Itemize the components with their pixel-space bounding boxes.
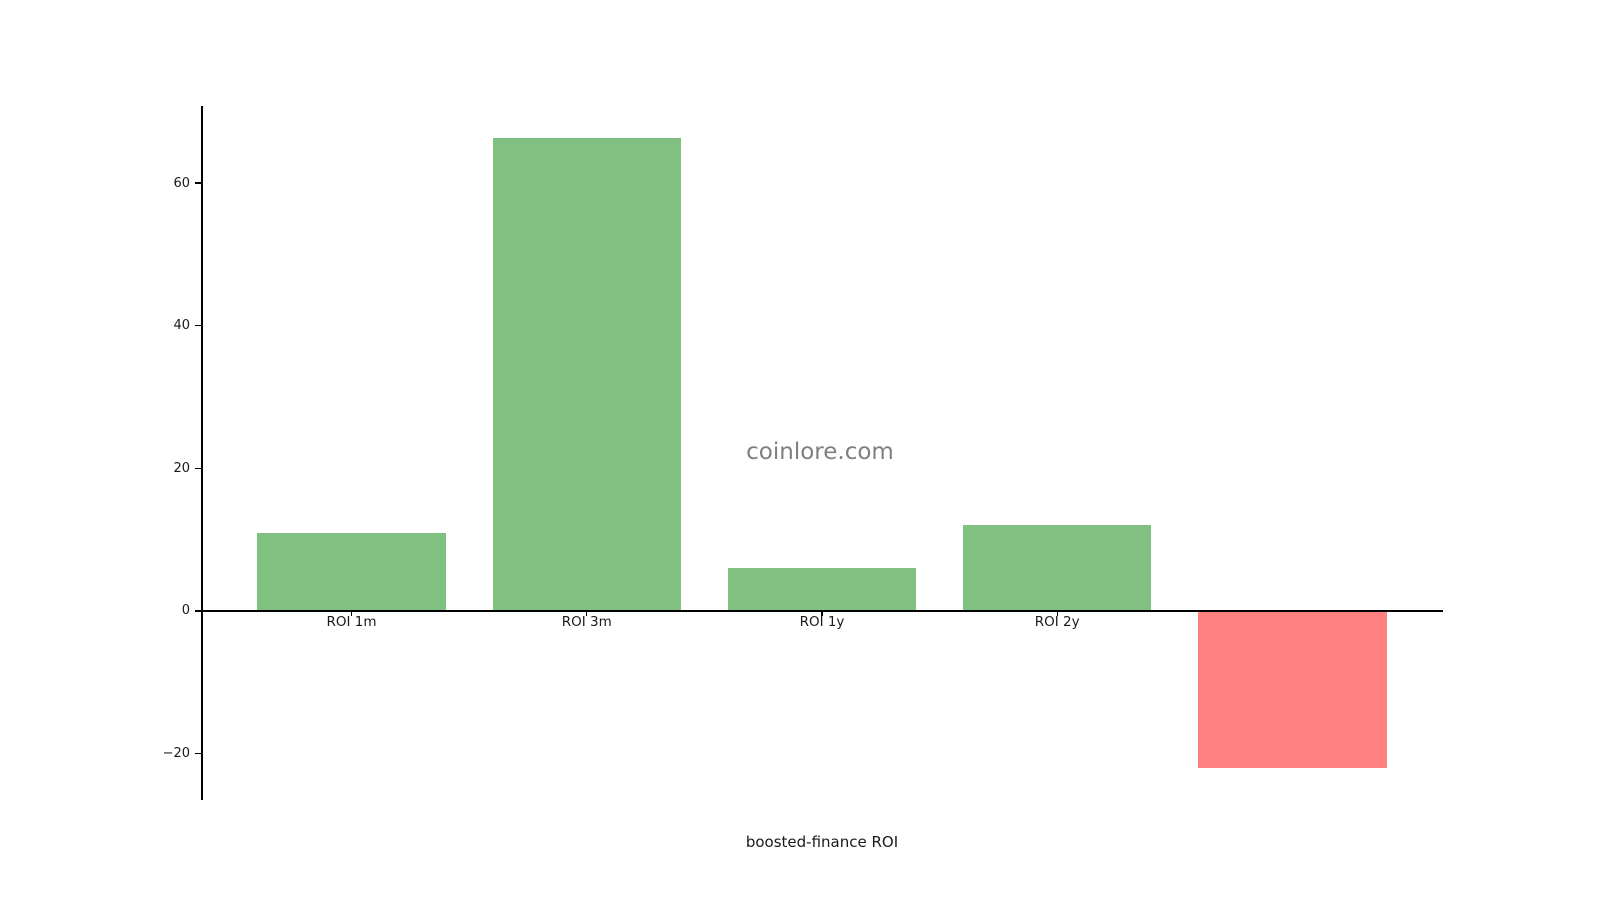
y-tick-label: 0	[181, 603, 190, 619]
chart-title: boosted-finance ROI	[745, 833, 899, 851]
y-tick-mark	[195, 182, 201, 184]
x-tick-mark	[1056, 610, 1058, 616]
y-tick-mark	[195, 467, 201, 469]
x-tick-label: ROI 3m	[561, 613, 612, 630]
bar-roi-3m	[492, 138, 681, 611]
y-tick-mark	[195, 325, 201, 327]
y-tick-label: 40	[173, 318, 190, 334]
x-tick-mark	[821, 610, 823, 616]
bar-4	[1198, 610, 1387, 768]
y-tick-mark	[195, 610, 201, 612]
bar-roi-1m	[257, 532, 446, 611]
y-tick-label: 60	[173, 175, 190, 191]
x-tick-mark	[586, 610, 588, 616]
y-axis-spine	[201, 106, 203, 800]
bar-roi-1y	[727, 568, 917, 611]
bar-roi-2y	[963, 525, 1152, 611]
x-tick-label: ROI 2y	[1034, 613, 1080, 630]
x-tick-label: ROI 1y	[799, 613, 845, 630]
y-tick-mark	[195, 753, 201, 755]
y-tick-label: 20	[173, 460, 190, 476]
y-tick-label: −20	[162, 746, 190, 762]
watermark: coinlore.com	[746, 439, 894, 465]
x-tick-mark	[350, 610, 353, 616]
x-tick-label: ROI 1m	[326, 613, 377, 630]
